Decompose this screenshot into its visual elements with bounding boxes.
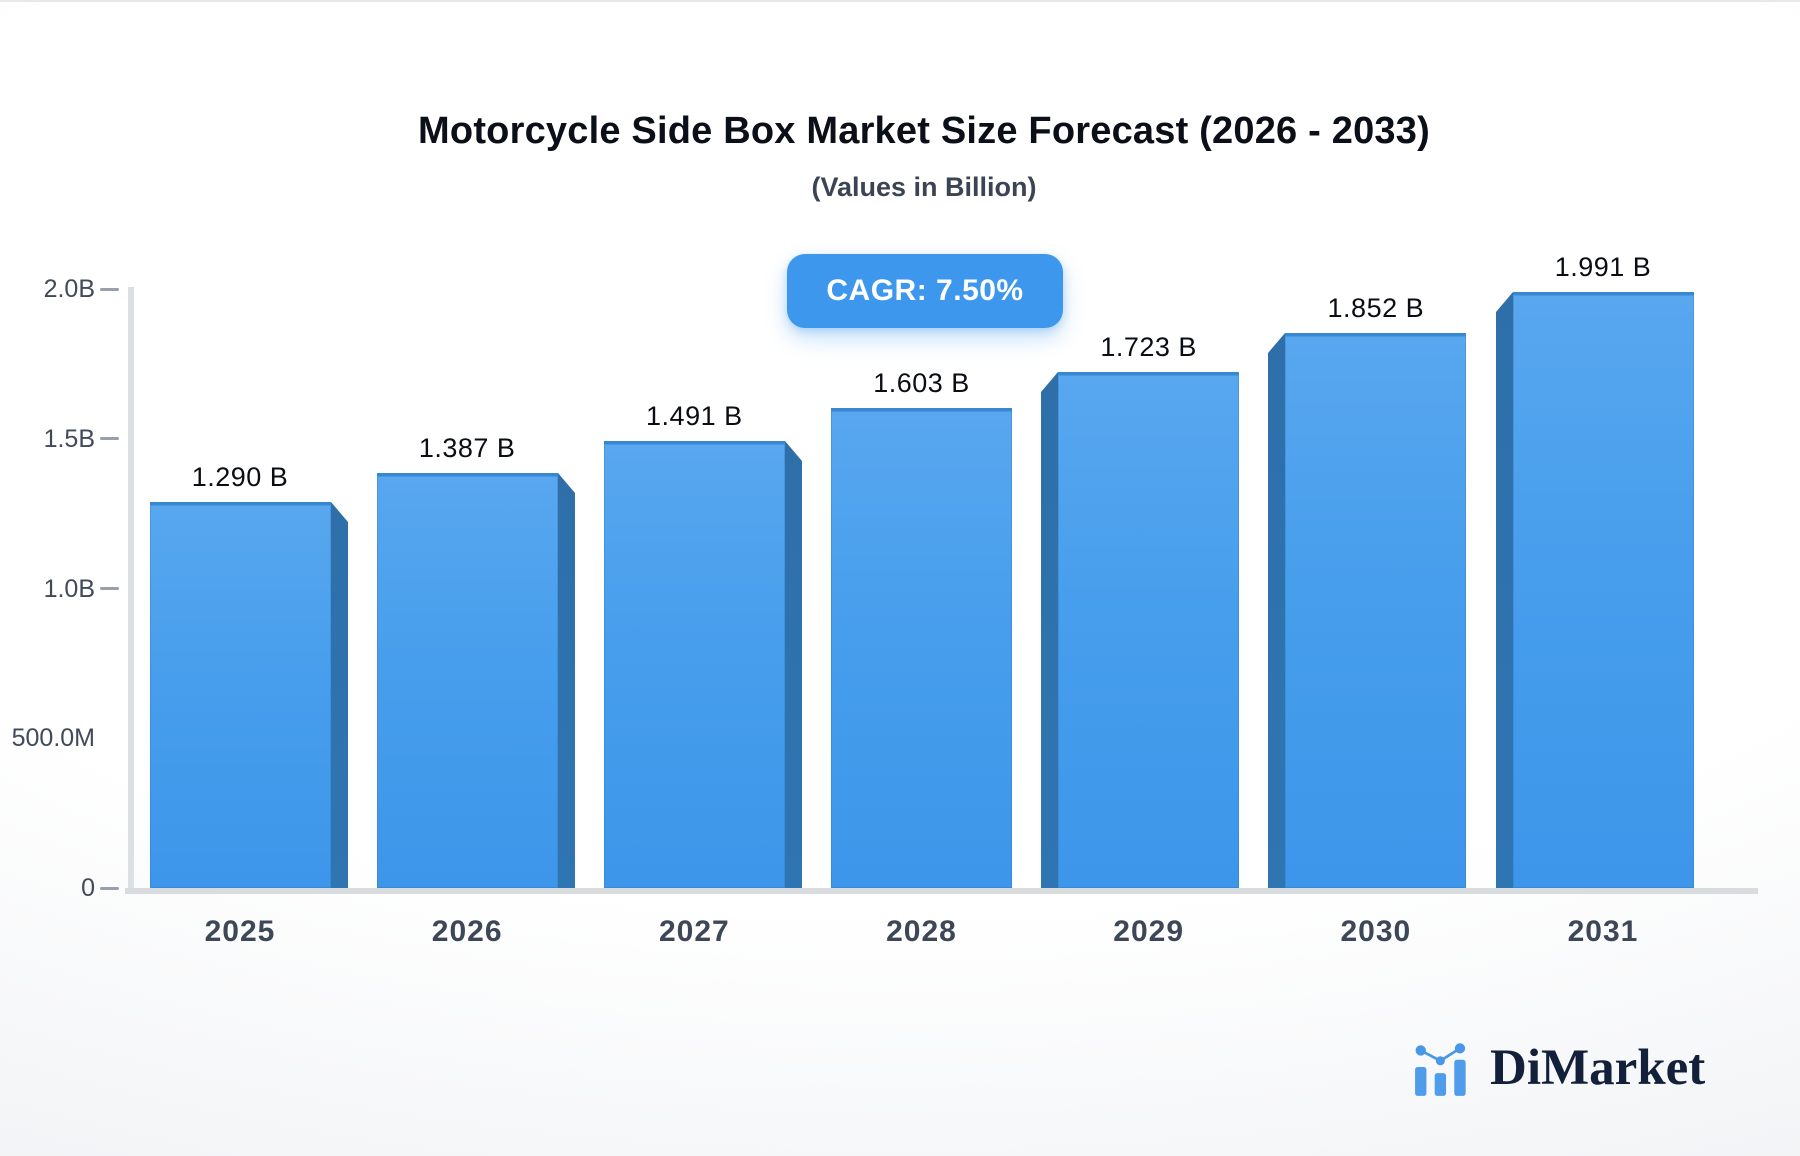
bar-value-label: 1.603 B — [873, 368, 970, 398]
bar-value-label: 1.290 B — [191, 462, 289, 492]
y-tick-label: 1.0B — [43, 574, 95, 603]
brand-name: DiMarket — [1490, 1040, 1706, 1096]
bar-value-label: 1.991 B — [1554, 252, 1652, 282]
bar-2029 — [1058, 372, 1239, 888]
y-tick-dash — [100, 886, 119, 890]
x-tick-label-2030: 2030 — [1340, 915, 1412, 948]
x-tick-label-2025: 2025 — [204, 915, 276, 948]
y-tick-label: 500.0M — [11, 724, 95, 753]
bar-side-face — [558, 473, 575, 888]
x-tick-label-2027: 2027 — [658, 915, 730, 948]
brand-logo: DiMarket — [1413, 1040, 1705, 1096]
x-tick-label-2026: 2026 — [431, 915, 503, 948]
x-axis-baseline — [125, 888, 1758, 894]
bar-2025 — [150, 502, 331, 888]
bar-side-face — [331, 502, 348, 888]
y-tick-dash — [100, 287, 119, 291]
y-tick-label: 0 — [81, 874, 95, 902]
bar-2030 — [1285, 333, 1466, 888]
y-tick-label: 2.0B — [43, 275, 95, 303]
bar-2026 — [377, 473, 558, 888]
x-tick-label-2028: 2028 — [886, 915, 957, 948]
bar-value-label: 1.491 B — [646, 401, 743, 431]
bar-value-label: 1.723 B — [1100, 332, 1197, 362]
bar-side-face — [1268, 333, 1285, 888]
y-tick-dash — [100, 437, 119, 441]
dimarket-icon — [1415, 1043, 1466, 1096]
bar-side-face — [785, 441, 802, 888]
bar-2027 — [604, 441, 785, 888]
y-axis-line — [128, 287, 134, 894]
bar-value-label: 1.852 B — [1327, 293, 1425, 323]
bar-2028 — [831, 408, 1012, 888]
chart-subtitle: (Values in Billion) — [811, 172, 1037, 202]
y-tick-dash — [100, 587, 119, 590]
bar-side-face — [1041, 372, 1058, 888]
bar-side-face — [1496, 292, 1513, 888]
bar-2031 — [1513, 292, 1694, 888]
bar-value-label: 1.387 B — [418, 433, 516, 463]
x-tick-label-2031: 2031 — [1567, 915, 1639, 948]
chart-title: Motorcycle Side Box Market Size Forecast… — [418, 110, 1430, 152]
top-border-line — [0, 0, 1800, 2]
x-tick-label-2029: 2029 — [1113, 915, 1185, 948]
cagr-badge: CAGR: 7.50% — [787, 254, 1063, 328]
y-tick-label: 1.5B — [43, 424, 95, 453]
cagr-badge-label: CAGR: 7.50% — [826, 274, 1024, 307]
